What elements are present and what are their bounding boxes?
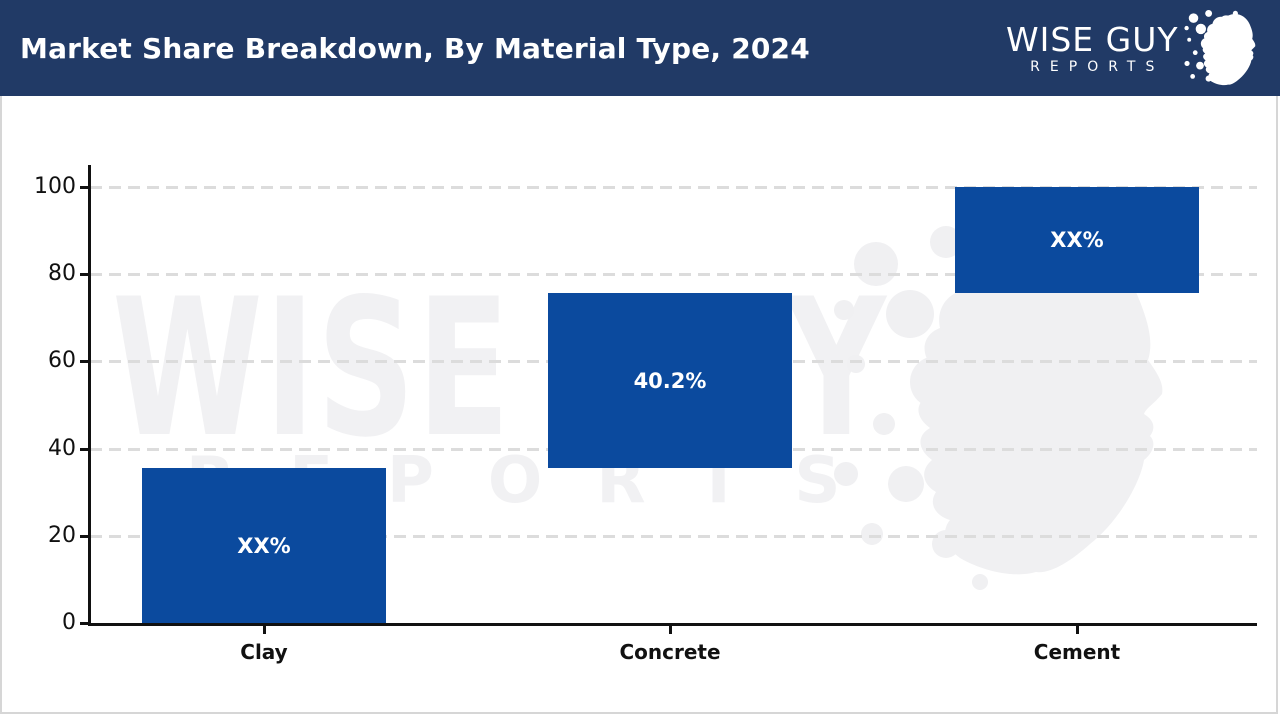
y-tick bbox=[80, 273, 88, 277]
y-tick bbox=[80, 360, 88, 364]
bar-cement: XX% bbox=[955, 187, 1199, 293]
y-tick-label: 80 bbox=[48, 261, 76, 287]
brand-name: WISE GUY bbox=[1006, 19, 1179, 59]
y-tick bbox=[80, 447, 88, 451]
bar-value-label: 40.2% bbox=[633, 368, 707, 393]
x-axis-line bbox=[88, 623, 1257, 626]
gridline bbox=[90, 534, 1257, 538]
x-axis-label: Concrete bbox=[619, 640, 721, 664]
x-tick bbox=[263, 626, 266, 634]
content-frame bbox=[0, 96, 1278, 714]
header-bar: Market Share Breakdown, By Material Type… bbox=[0, 0, 1280, 96]
x-tick bbox=[669, 626, 672, 634]
logo-head-icon bbox=[1183, 9, 1255, 86]
y-tick-label: 40 bbox=[48, 435, 76, 461]
chart-title: Market Share Breakdown, By Material Type… bbox=[20, 31, 810, 65]
bar-clay: XX% bbox=[142, 468, 386, 623]
y-tick-label: 100 bbox=[34, 174, 76, 199]
y-axis-line bbox=[88, 165, 91, 626]
y-tick bbox=[80, 186, 88, 189]
bar-value-label: XX% bbox=[1050, 227, 1104, 252]
bar-concrete: 40.2% bbox=[548, 292, 792, 469]
y-tick bbox=[80, 534, 88, 538]
brand-logo: WISE GUY REPORTS bbox=[1006, 6, 1266, 92]
gridline bbox=[90, 186, 1257, 189]
gridline bbox=[90, 273, 1257, 277]
brand-logo-text: WISE GUY REPORTS bbox=[1006, 19, 1179, 76]
brand-subtitle: REPORTS bbox=[1030, 58, 1165, 75]
y-tick bbox=[80, 622, 88, 625]
x-axis-label: Clay bbox=[240, 640, 288, 664]
y-tick-label: 60 bbox=[48, 348, 76, 374]
x-tick bbox=[1076, 626, 1079, 634]
y-tick-label: 0 bbox=[62, 610, 76, 635]
bar-value-label: XX% bbox=[237, 533, 291, 558]
x-axis-label: Cement bbox=[1033, 640, 1121, 664]
y-tick-label: 20 bbox=[48, 522, 76, 548]
